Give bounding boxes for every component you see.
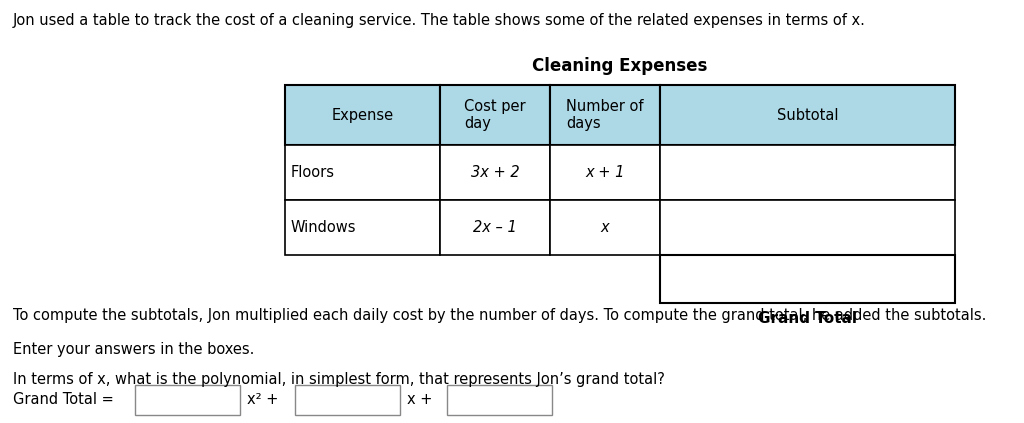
Bar [440,85,550,145]
Text: Cleaning Expenses: Cleaning Expenses [532,57,708,75]
Bar [660,85,955,145]
Bar [285,200,440,255]
Text: Subtotal: Subtotal [777,107,839,123]
Text: Grand Total =: Grand Total = [13,393,114,407]
Text: To compute the subtotals, Jon multiplied each daily cost by the number of days. : To compute the subtotals, Jon multiplied… [13,308,986,323]
Bar [285,145,440,200]
Text: Expense: Expense [332,107,393,123]
Bar [447,385,552,415]
Text: 3x + 2: 3x + 2 [471,165,519,180]
Text: x +: x + [407,393,432,407]
Bar [660,255,955,303]
Text: 2x – 1: 2x – 1 [473,220,517,235]
Bar [440,200,550,255]
Bar [660,200,955,255]
Text: Floors: Floors [291,165,335,180]
Text: Enter your answers in the boxes.: Enter your answers in the boxes. [13,342,254,357]
Text: Cost per
day: Cost per day [464,99,525,131]
Bar [660,145,955,200]
Bar [295,385,400,415]
Bar [135,385,240,415]
Bar [285,85,440,145]
Bar [440,145,550,200]
Bar [550,145,660,200]
Bar [550,200,660,255]
Text: In terms of x, what is the polynomial, in simplest form, that represents Jon’s g: In terms of x, what is the polynomial, i… [13,372,665,387]
Text: x² +: x² + [247,393,279,407]
Text: Grand Total: Grand Total [758,311,857,326]
Text: Jon used a table to track the cost of a cleaning service. The table shows some o: Jon used a table to track the cost of a … [13,13,866,28]
Text: Windows: Windows [291,220,356,235]
Text: x: x [601,220,609,235]
Text: x + 1: x + 1 [586,165,625,180]
Text: Number of
days: Number of days [566,99,644,131]
Bar [550,85,660,145]
